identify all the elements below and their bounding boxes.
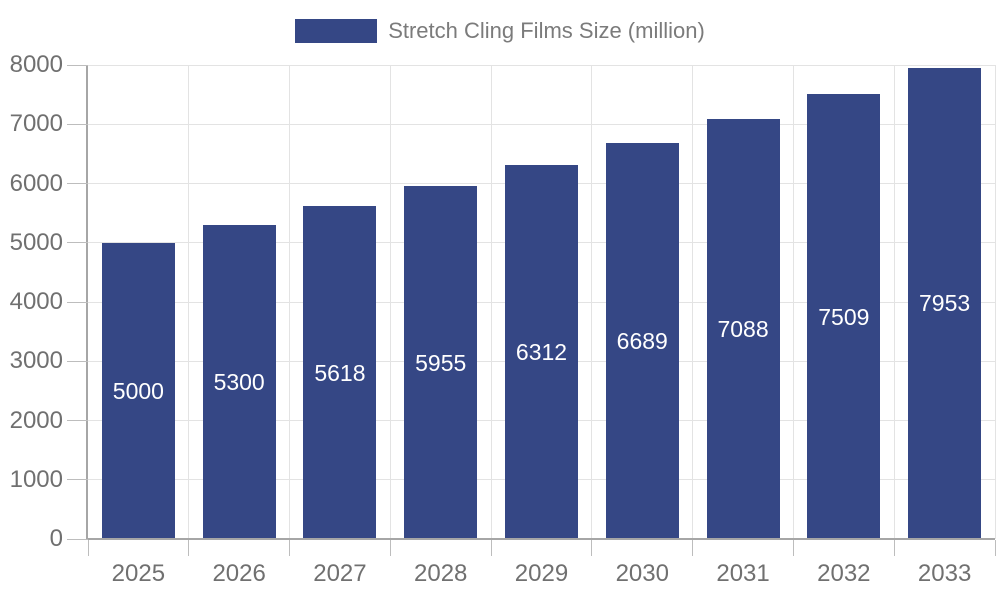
x-axis-label: 2025 [111, 560, 166, 587]
gridline-vertical [692, 65, 694, 539]
gridline-vertical [188, 65, 190, 539]
y-axis-label: 5000 [9, 228, 63, 256]
bar-value-label: 5300 [213, 368, 265, 395]
x-axis-line [86, 538, 995, 540]
bar-value-label: 5955 [415, 349, 467, 376]
bar[interactable] [202, 224, 276, 539]
x-axis-tick [188, 540, 190, 556]
y-axis-tick [67, 420, 88, 421]
y-axis-tick [67, 183, 88, 184]
y-axis-tick [67, 479, 88, 481]
x-axis-label: 2028 [414, 560, 468, 587]
y-axis-tick [67, 64, 88, 66]
y-axis-tick [67, 242, 88, 244]
y-axis-label: 4000 [9, 288, 63, 315]
bar[interactable] [605, 142, 679, 539]
x-axis-label: 2027 [313, 560, 367, 587]
y-axis-label: 3000 [9, 347, 63, 375]
x-axis-tick [893, 540, 895, 556]
bar-value-label: 6689 [616, 327, 668, 354]
x-axis-tick [792, 540, 794, 556]
x-axis-label: 2033 [917, 560, 972, 587]
x-axis-tick [389, 540, 391, 556]
x-axis-tick [490, 540, 492, 556]
gridline-vertical [389, 65, 391, 539]
x-axis-label: 2031 [716, 560, 770, 587]
legend-swatch [295, 19, 378, 43]
gridline-vertical [792, 65, 794, 539]
bar-value-label: 5618 [314, 359, 366, 386]
bar-value-label: 7509 [818, 303, 870, 330]
bar[interactable] [303, 206, 377, 539]
y-axis-tick [67, 360, 88, 362]
y-axis-tick [67, 538, 88, 540]
gridline-horizontal [88, 64, 995, 66]
gridline-vertical [994, 65, 996, 539]
gridline-vertical [490, 65, 492, 539]
y-axis-label: 1000 [9, 465, 63, 493]
x-axis-tick [994, 540, 996, 556]
x-axis-tick [692, 540, 694, 556]
bar-value-label: 7953 [919, 290, 971, 317]
legend-item[interactable]: Stretch Cling Films Size (million) [295, 18, 705, 44]
bar[interactable] [807, 94, 881, 539]
y-axis-label: 6000 [9, 169, 63, 197]
x-axis-label: 2032 [817, 560, 871, 587]
gridline-horizontal [88, 123, 995, 125]
legend: Stretch Cling Films Size (million) [0, 18, 1000, 44]
plot-area: 5000 5300 5618 5955 6312 6689 7088 7509 7953 [88, 64, 996, 539]
x-axis-tick [591, 540, 593, 556]
y-axis-label: 7000 [9, 110, 63, 138]
y-axis-tick [67, 301, 88, 303]
x-axis-label: 2026 [212, 560, 266, 587]
bar[interactable] [908, 67, 982, 539]
y-axis-label: 8000 [9, 51, 63, 78]
y-axis-label: 2000 [9, 406, 63, 434]
bar[interactable] [706, 119, 780, 539]
x-axis-tick [87, 540, 89, 556]
x-axis-label: 2029 [514, 560, 569, 587]
legend-label: Stretch Cling Films Size (million) [388, 18, 705, 43]
bar-value-label: 6312 [515, 339, 568, 365]
x-axis-label: 2030 [615, 560, 669, 587]
y-axis-label: 0 [49, 525, 63, 552]
y-axis-tick [67, 123, 88, 125]
bar[interactable] [505, 165, 578, 539]
bar[interactable] [404, 186, 478, 539]
gridline-vertical [289, 65, 291, 539]
bar-value-label: 5000 [112, 377, 164, 404]
gridline-vertical [591, 65, 593, 539]
bar[interactable] [101, 242, 175, 539]
x-axis-tick [289, 540, 291, 556]
bar-value-label: 7088 [717, 316, 769, 343]
gridline-vertical [893, 65, 895, 539]
